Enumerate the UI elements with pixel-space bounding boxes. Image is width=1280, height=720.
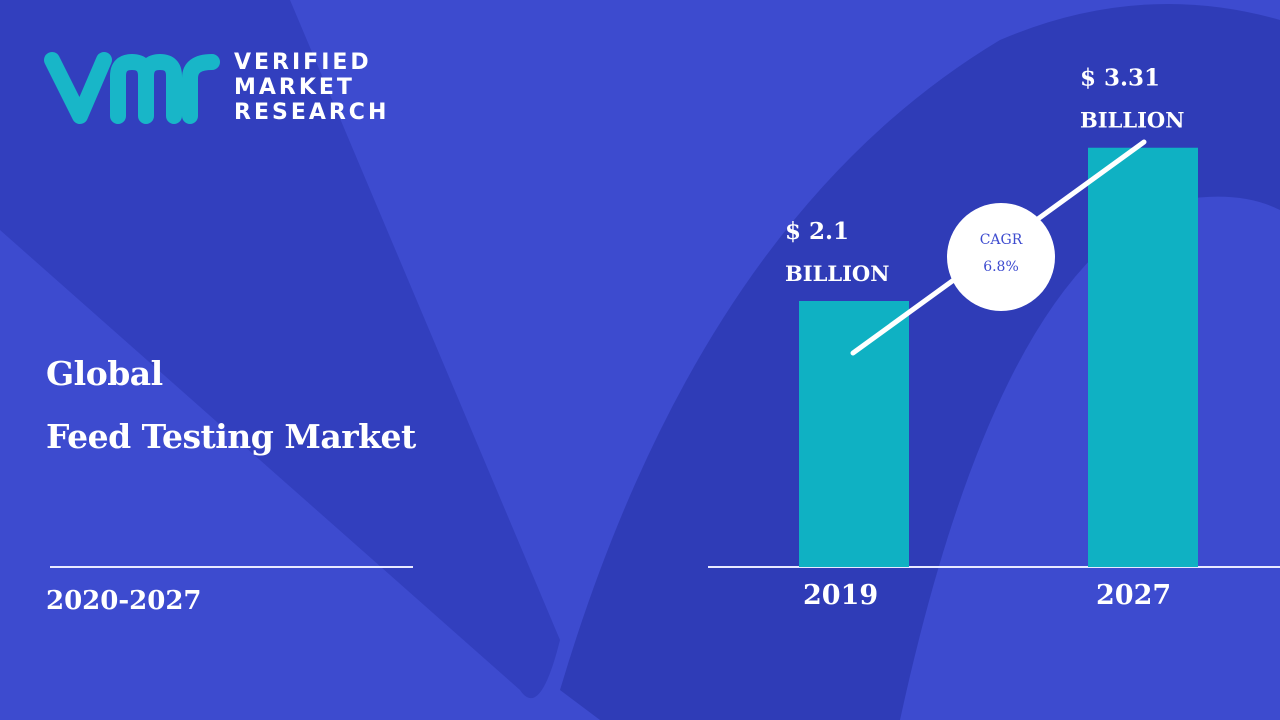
vmr-logo: VERIFIED MARKET RESEARCH: [40, 48, 389, 128]
logo-line-verified: VERIFIED: [234, 50, 372, 75]
vmr-logo-mark: [44, 52, 220, 124]
cagr-value: 6.8%: [983, 259, 1019, 275]
forecast-period: 2020-2027: [46, 586, 202, 616]
title-divider: [50, 566, 413, 568]
logo-line-market: MARKET: [234, 75, 355, 100]
cagr-badge: [947, 203, 1055, 311]
title-line-global: Global: [46, 354, 163, 393]
logo-line-research: RESEARCH: [234, 100, 390, 125]
value-label-unit-2019: BILLION: [785, 261, 889, 286]
title-line-market-name: Feed Testing Market: [46, 417, 416, 456]
cagr-label: CAGR: [980, 232, 1023, 248]
value-label-amount-2019: $ 2.1: [785, 218, 849, 245]
category-label-2019: 2019: [803, 580, 878, 611]
bar-2019: [799, 301, 909, 567]
category-label-2027: 2027: [1096, 580, 1171, 611]
bar-2027: [1088, 147, 1198, 567]
value-label-unit-2027: BILLION: [1080, 108, 1184, 133]
logo-wordmark: VERIFIED MARKET RESEARCH: [234, 50, 389, 125]
value-label-amount-2027: $ 3.31: [1080, 65, 1160, 92]
